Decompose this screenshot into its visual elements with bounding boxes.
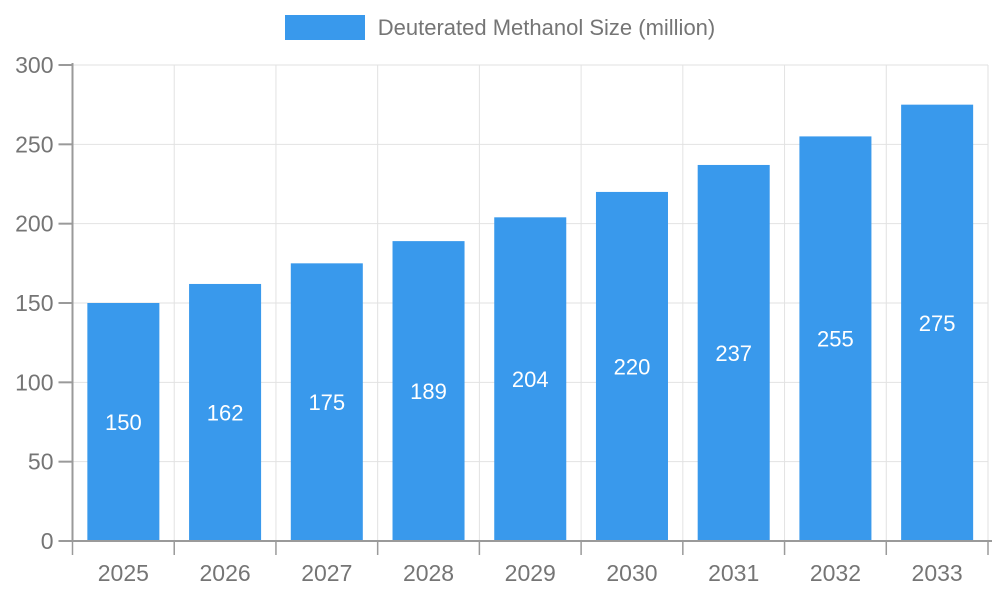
x-axis-tick-label: 2029: [505, 560, 556, 586]
legend-item[interactable]: Deuterated Methanol Size (million): [284, 15, 716, 40]
bar-value-label: 204: [512, 367, 549, 392]
bar-value-label: 255: [817, 327, 854, 352]
x-axis-tick-label: 2033: [912, 560, 963, 586]
bar-value-label: 175: [308, 390, 345, 415]
bar[interactable]: [595, 191, 668, 541]
x-axis-tick-label: 2030: [606, 560, 657, 586]
y-axis-tick-label: 0: [41, 528, 54, 554]
bar[interactable]: [87, 303, 160, 541]
bar-value-label: 150: [105, 410, 142, 435]
bar[interactable]: [392, 241, 465, 541]
y-axis-tick-label: 100: [15, 369, 53, 395]
y-axis-tick-label: 50: [28, 449, 54, 475]
y-axis-tick-label: 300: [15, 52, 53, 78]
legend-swatch: [284, 15, 365, 40]
x-axis-tick-label: 2032: [810, 560, 861, 586]
bar-value-label: 189: [410, 379, 447, 404]
bar[interactable]: [799, 136, 872, 541]
bar[interactable]: [697, 164, 770, 541]
x-axis-tick-label: 2026: [199, 560, 250, 586]
y-axis-tick-label: 200: [15, 211, 53, 237]
x-axis-tick-label: 2031: [708, 560, 759, 586]
y-axis-tick-label: 150: [15, 290, 53, 316]
bar[interactable]: [290, 263, 363, 541]
y-axis-tick-label: 250: [15, 131, 53, 157]
legend: Deuterated Methanol Size (million): [0, 15, 1000, 40]
bar-value-label: 237: [715, 341, 752, 366]
bar-value-label: 162: [207, 400, 244, 425]
bar[interactable]: [189, 283, 262, 541]
bar-value-label: 220: [614, 354, 651, 379]
bar[interactable]: [494, 217, 567, 541]
x-axis-tick-label: 2027: [301, 560, 352, 586]
x-axis-tick-label: 2028: [403, 560, 454, 586]
legend-label: Deuterated Methanol Size (million): [377, 15, 716, 40]
bar[interactable]: [901, 104, 974, 542]
x-axis-tick-label: 2025: [98, 560, 149, 586]
bar-value-label: 275: [919, 311, 956, 336]
